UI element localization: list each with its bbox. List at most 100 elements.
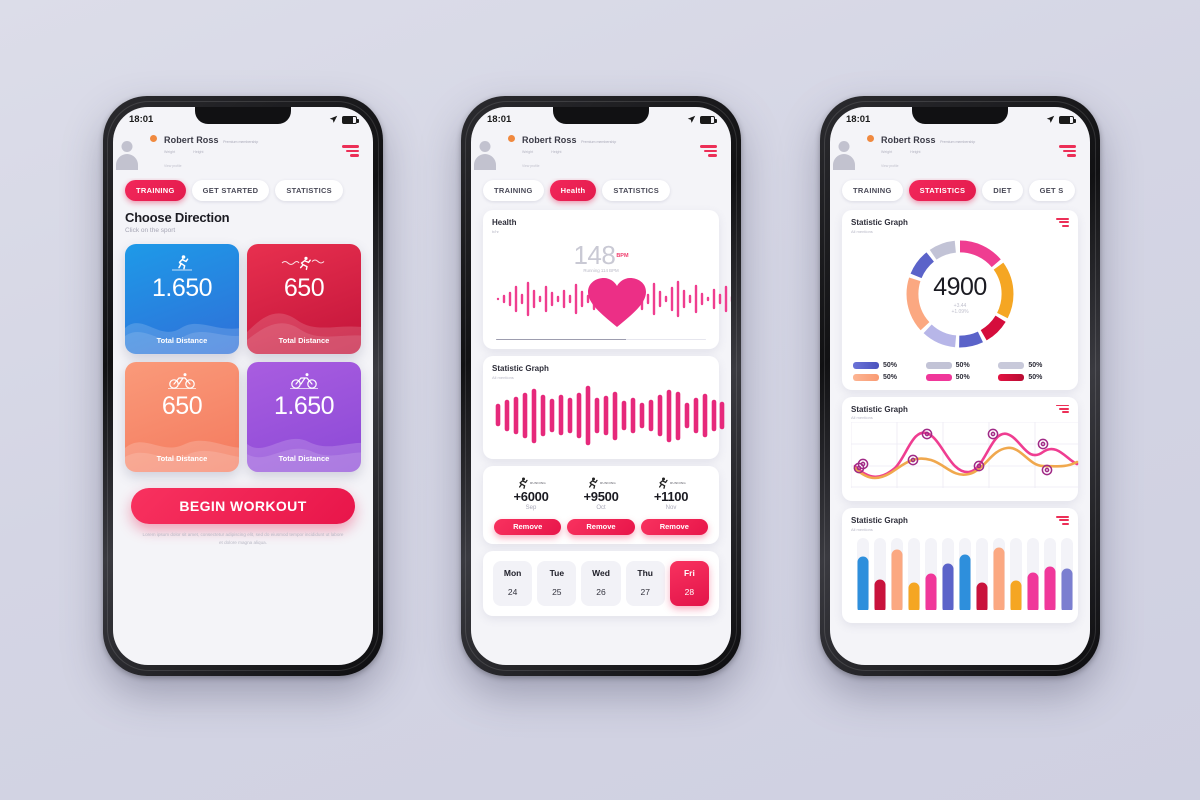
- tab-statistics[interactable]: STATISTICS: [275, 180, 343, 201]
- sport-card-label: Total Distance: [156, 454, 208, 463]
- remove-button-nov[interactable]: Remove: [640, 518, 708, 535]
- day-thu[interactable]: Thu 27: [625, 560, 665, 606]
- health-card: Health b/hr 148BPM Running 114 BPM: [483, 210, 731, 350]
- donut-card-subtitle: All mentions: [851, 228, 873, 234]
- legend-item: 50%: [998, 373, 1067, 381]
- tab-training[interactable]: TRAINING: [483, 180, 544, 201]
- day-mon[interactable]: Mon 24: [493, 560, 533, 606]
- legend-percent: 50%: [1028, 373, 1043, 381]
- location-arrow-icon: [687, 115, 696, 123]
- line-card-subtitle: All mentions: [851, 415, 873, 420]
- remove-button-oct[interactable]: Remove: [567, 518, 635, 535]
- hamburger-menu-icon[interactable]: [1059, 145, 1076, 157]
- battery-icon: [1059, 115, 1076, 124]
- profile-header[interactable]: Robert Ross Premium membership Weight He…: [471, 127, 731, 178]
- health-card-title: Health: [492, 218, 517, 227]
- legend-percent: 50%: [883, 373, 898, 381]
- day-tue[interactable]: Tue 25: [537, 560, 577, 606]
- donut-center-readout: 4900 +3.44 +1.09%: [851, 273, 1069, 315]
- tab-diet[interactable]: DIET: [982, 180, 1023, 201]
- monthly-stats-row: RUNNING +6000 Sep: [492, 474, 710, 511]
- profile-meta-weight: Weight: [522, 150, 534, 154]
- status-icons: [687, 115, 717, 124]
- day-name: Thu: [637, 567, 653, 578]
- line-series-orange: [853, 446, 1079, 480]
- card-menu-icon[interactable]: [1056, 516, 1069, 525]
- sport-card-cycling[interactable]: 650 Total Distance: [125, 362, 239, 472]
- bar-card-header: Statistic Graph All mentions: [851, 516, 1069, 532]
- phone3-content: Statistic Graph All mentions: [830, 210, 1090, 623]
- card-menu-icon[interactable]: [1056, 404, 1069, 414]
- profile-meta: Weight Height: [164, 150, 335, 154]
- donut-legend: 50% 50% 50% 50%: [851, 358, 1069, 382]
- phone2-screen: 18:01 Robert Ross Premium membership: [471, 107, 731, 665]
- legend-percent: 50%: [955, 373, 970, 381]
- choose-direction-title: Choose Direction: [125, 210, 230, 225]
- avatar[interactable]: [844, 134, 875, 166]
- avatar[interactable]: [127, 134, 158, 166]
- card-wave-graphic: [125, 440, 239, 472]
- hamburger-menu-icon[interactable]: [700, 145, 717, 157]
- battery-icon: [700, 115, 717, 124]
- location-arrow-icon: [1046, 115, 1055, 123]
- phone-notch: [912, 107, 1008, 124]
- donut-chart-card: Statistic Graph All mentions: [842, 210, 1078, 390]
- sport-card-cycling-2[interactable]: 1.650 Total Distance: [247, 362, 361, 472]
- begin-workout-button[interactable]: BEGIN WORKOUT: [131, 488, 355, 524]
- sport-card-sprint[interactable]: 650 Total Distance: [247, 244, 361, 354]
- profile-meta-height: Height: [193, 150, 204, 154]
- day-wed[interactable]: Wed 26: [581, 560, 621, 606]
- donut-card-title: Statistic Graph: [851, 218, 908, 227]
- month-sport-label: RUNNING: [670, 480, 686, 485]
- notification-badge: [507, 134, 516, 143]
- tab-statistics[interactable]: STATISTICS: [602, 180, 671, 201]
- legend-swatch: [998, 361, 1025, 369]
- day-date: 26: [596, 586, 606, 597]
- line-series-pink: [853, 431, 1079, 479]
- line-chart-svg: [850, 421, 1081, 488]
- phone1-tab-bar: TRAINING GET STARTED STATISTICS: [113, 178, 373, 210]
- sport-card-value: 1.650: [273, 392, 335, 420]
- bar-chart-svg: [857, 537, 1073, 613]
- tab-training[interactable]: TRAINING: [125, 180, 186, 201]
- month-sport-label: RUNNING: [600, 480, 616, 485]
- tab-statistics[interactable]: STATISTICS: [908, 180, 977, 201]
- tab-get-started[interactable]: GET S: [1028, 180, 1075, 201]
- heart-icon: [588, 277, 646, 327]
- status-icons: [1046, 115, 1076, 124]
- location-arrow-icon: [329, 115, 338, 123]
- tab-health[interactable]: Health: [549, 180, 597, 201]
- day-fri[interactable]: Fri 28: [669, 560, 710, 606]
- sport-card-running[interactable]: 1.650 Total Distance: [125, 244, 239, 354]
- profile-name: Robert Ross: [164, 135, 219, 145]
- profile-footer: View profile: [164, 164, 182, 168]
- remove-button-sep[interactable]: Remove: [494, 518, 562, 535]
- legend-swatch: [925, 373, 952, 381]
- profile-header[interactable]: Robert Ross Premium membership Weight He…: [113, 127, 373, 178]
- page-title: Choose Direction Click on the sport: [125, 210, 361, 234]
- notification-badge: [149, 134, 158, 143]
- hamburger-menu-icon[interactable]: [342, 145, 359, 157]
- day-name: Wed: [592, 567, 610, 578]
- choose-direction-subtitle: Click on the sport: [125, 227, 176, 234]
- profile-header[interactable]: Robert Ross Premium membership Weight He…: [830, 127, 1090, 178]
- sprinter-icon: [281, 253, 327, 273]
- sport-card-value: 650: [283, 274, 325, 302]
- card-menu-icon[interactable]: [1056, 218, 1069, 227]
- tab-get-started[interactable]: GET STARTED: [191, 180, 270, 201]
- tab-training[interactable]: TRAINING: [842, 180, 903, 201]
- donut-chart: 4900 +3.44 +1.09%: [851, 230, 1069, 358]
- bpm-unit: BPM: [616, 253, 629, 260]
- chart-gridlines: [850, 421, 1081, 488]
- avatar[interactable]: [485, 134, 516, 166]
- profile-name: Robert Ross: [881, 135, 936, 145]
- line-card-title: Statistic Graph: [851, 404, 908, 414]
- line-chart-markers: [853, 428, 1053, 476]
- phone-mockup-2: 18:01 Robert Ross Premium membership: [461, 96, 741, 676]
- profile-subtitle: Premium membership: [940, 140, 976, 144]
- statistic-card-header: Statistic Graph All mentions: [492, 364, 710, 380]
- heartbeat-waveform: [496, 277, 731, 327]
- statistic-graph-card: Statistic Graph All mentions: [483, 356, 725, 459]
- profile-info: Robert Ross Premium membership Weight He…: [164, 130, 335, 172]
- health-card-header: Health b/hr: [492, 218, 710, 234]
